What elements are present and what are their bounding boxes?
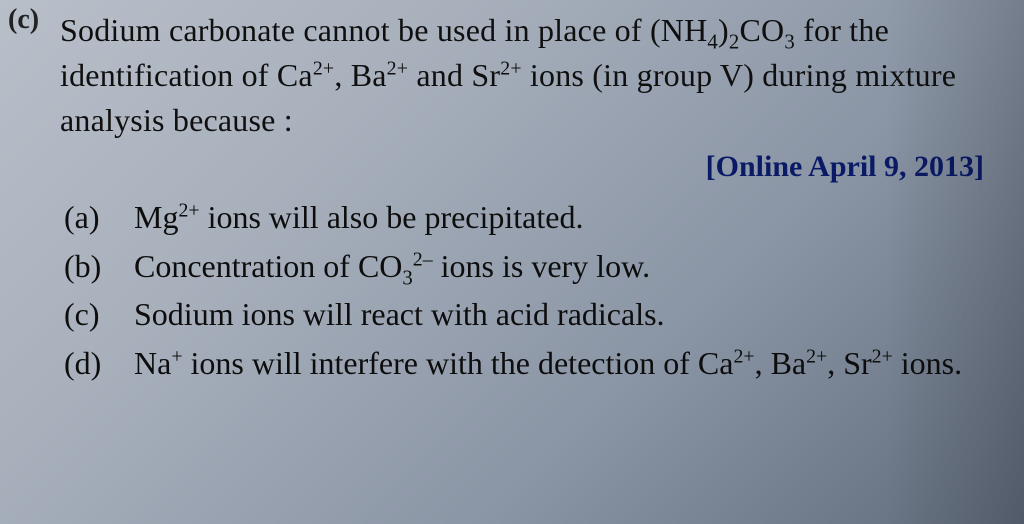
option-text: Na+ ions will interfere with the detecti… — [134, 340, 994, 386]
options-list: (a) Mg2+ ions will also be precipitated.… — [60, 194, 994, 386]
option-marker: (c) — [64, 291, 116, 337]
option-a: (a) Mg2+ ions will also be precipitated. — [64, 194, 994, 240]
question-source: [Online April 9, 2013] — [60, 150, 994, 184]
option-b: (b) Concentration of CO32– ions is very … — [64, 243, 994, 289]
option-marker: (a) — [64, 194, 116, 240]
option-marker: (b) — [64, 243, 116, 289]
option-text: Sodium ions will react with acid radical… — [134, 291, 994, 337]
option-marker: (d) — [64, 340, 116, 386]
option-d: (d) Na+ ions will interfere with the det… — [64, 340, 994, 386]
page-root: (c) Sodium carbonate cannot be used in p… — [0, 0, 1024, 524]
corner-label: (c) — [8, 4, 39, 36]
question-stem: Sodium carbonate cannot be used in place… — [60, 8, 994, 142]
option-text: Concentration of CO32– ions is very low. — [134, 243, 994, 289]
option-c: (c) Sodium ions will react with acid rad… — [64, 291, 994, 337]
option-text: Mg2+ ions will also be precipitated. — [134, 194, 994, 240]
